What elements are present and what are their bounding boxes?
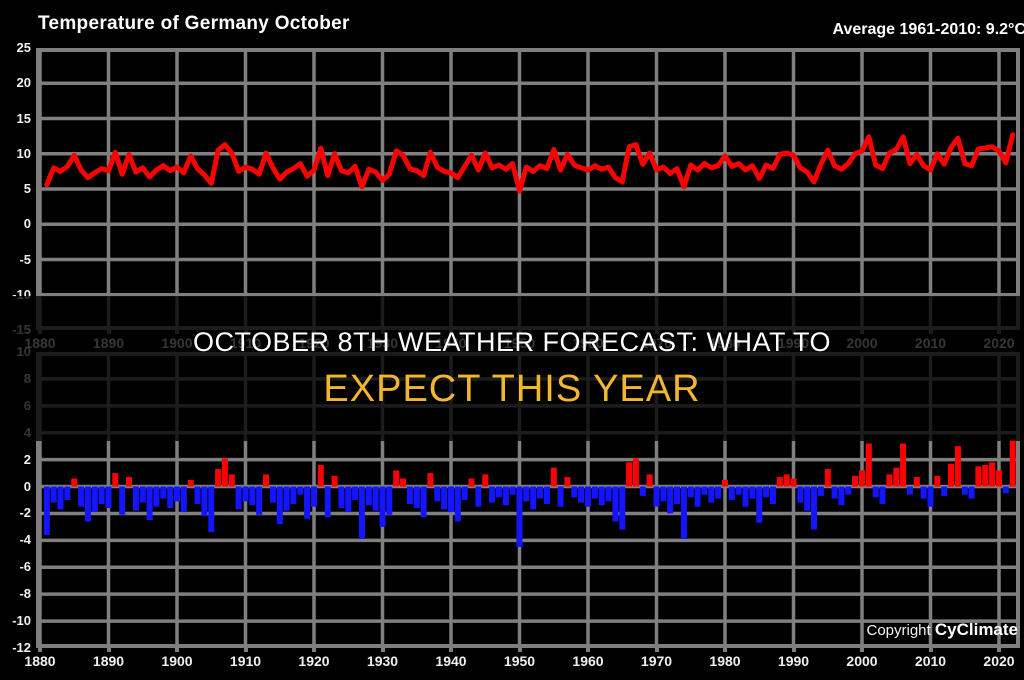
y-axis-tick-label: 20 xyxy=(16,75,31,91)
y-axis-tick-label: 25 xyxy=(16,40,31,55)
y-axis-tick-label: 5 xyxy=(23,181,31,196)
x-axis-tick-label: 1920 xyxy=(298,653,330,669)
headline-banner: OCTOBER 8TH WEATHER FORECAST: WHAT TO EX… xyxy=(0,296,1024,441)
x-axis-tick-label: 1960 xyxy=(572,653,604,669)
headline-line2: EXPECT THIS YEAR xyxy=(323,367,701,410)
y-axis-tick-label: -12 xyxy=(12,640,31,655)
copyright-text: Copyright CyClimate xyxy=(866,620,1018,640)
x-axis-tick-label: 2010 xyxy=(914,653,947,669)
x-axis-tick-label: 1950 xyxy=(503,653,536,669)
x-axis-tick-mark xyxy=(997,647,1001,652)
x-axis-tick-label: 1880 xyxy=(24,653,56,669)
y-axis-tick-label: -10 xyxy=(12,613,31,629)
x-axis-tick-label: 2000 xyxy=(846,653,878,669)
x-axis-tick-mark xyxy=(243,647,248,652)
y-axis-tick-label: 15 xyxy=(16,110,31,126)
x-axis-tick-mark xyxy=(449,647,453,652)
x-axis-tick-label: 1990 xyxy=(777,653,810,669)
x-axis-tick-label: 1980 xyxy=(709,653,741,669)
y-axis-tick-label: -2 xyxy=(19,505,31,521)
headline-line1: OCTOBER 8TH WEATHER FORECAST: WHAT TO xyxy=(192,326,832,357)
x-axis-tick-mark xyxy=(312,647,316,652)
x-axis-tick-mark xyxy=(654,647,659,652)
x-axis-tick-label: 1910 xyxy=(229,653,262,669)
x-axis-tick-mark xyxy=(723,647,727,652)
x-axis-tick-mark xyxy=(928,647,933,652)
x-axis-tick-label: 1900 xyxy=(161,653,193,669)
line-chart-plot-area xyxy=(36,48,1020,330)
x-axis-tick-mark xyxy=(38,647,42,652)
x-axis-tick-mark xyxy=(106,647,111,652)
y-axis-tick-label: 2 xyxy=(23,451,31,467)
x-axis-tick-label: 1970 xyxy=(640,653,673,669)
chart-title: Temperature of Germany October xyxy=(38,13,350,34)
x-axis-tick-mark xyxy=(175,647,179,652)
y-axis-tick-label: 10 xyxy=(16,145,31,161)
copyright-prefix: Copyright xyxy=(866,622,935,639)
x-axis-tick-label: 2020 xyxy=(983,653,1015,669)
line-chart-svg xyxy=(36,48,1020,330)
y-axis-tick-label: -5 xyxy=(19,251,31,267)
y-axis-tick-label: 0 xyxy=(23,478,31,494)
x-axis-tick-label: 1940 xyxy=(435,653,467,669)
y-axis-tick-label: -8 xyxy=(19,586,31,602)
x-axis-tick-mark xyxy=(380,647,385,652)
x-axis-tick-mark xyxy=(791,647,796,652)
copyright-brand: CyClimate xyxy=(934,620,1018,639)
y-axis-tick-label: -4 xyxy=(19,532,31,548)
x-axis-tick-label: 1890 xyxy=(92,653,125,669)
chart-subtitle-average: Average 1961-2010: 9.2°C xyxy=(832,21,1024,38)
x-axis-tick-mark xyxy=(586,647,590,652)
x-axis-tick-mark xyxy=(860,647,864,652)
y-axis-tick-label: 0 xyxy=(23,216,31,232)
x-axis-tick-mark xyxy=(517,647,522,652)
x-axis-tick-label: 1930 xyxy=(366,653,399,669)
y-axis-tick-label: -6 xyxy=(19,559,31,575)
